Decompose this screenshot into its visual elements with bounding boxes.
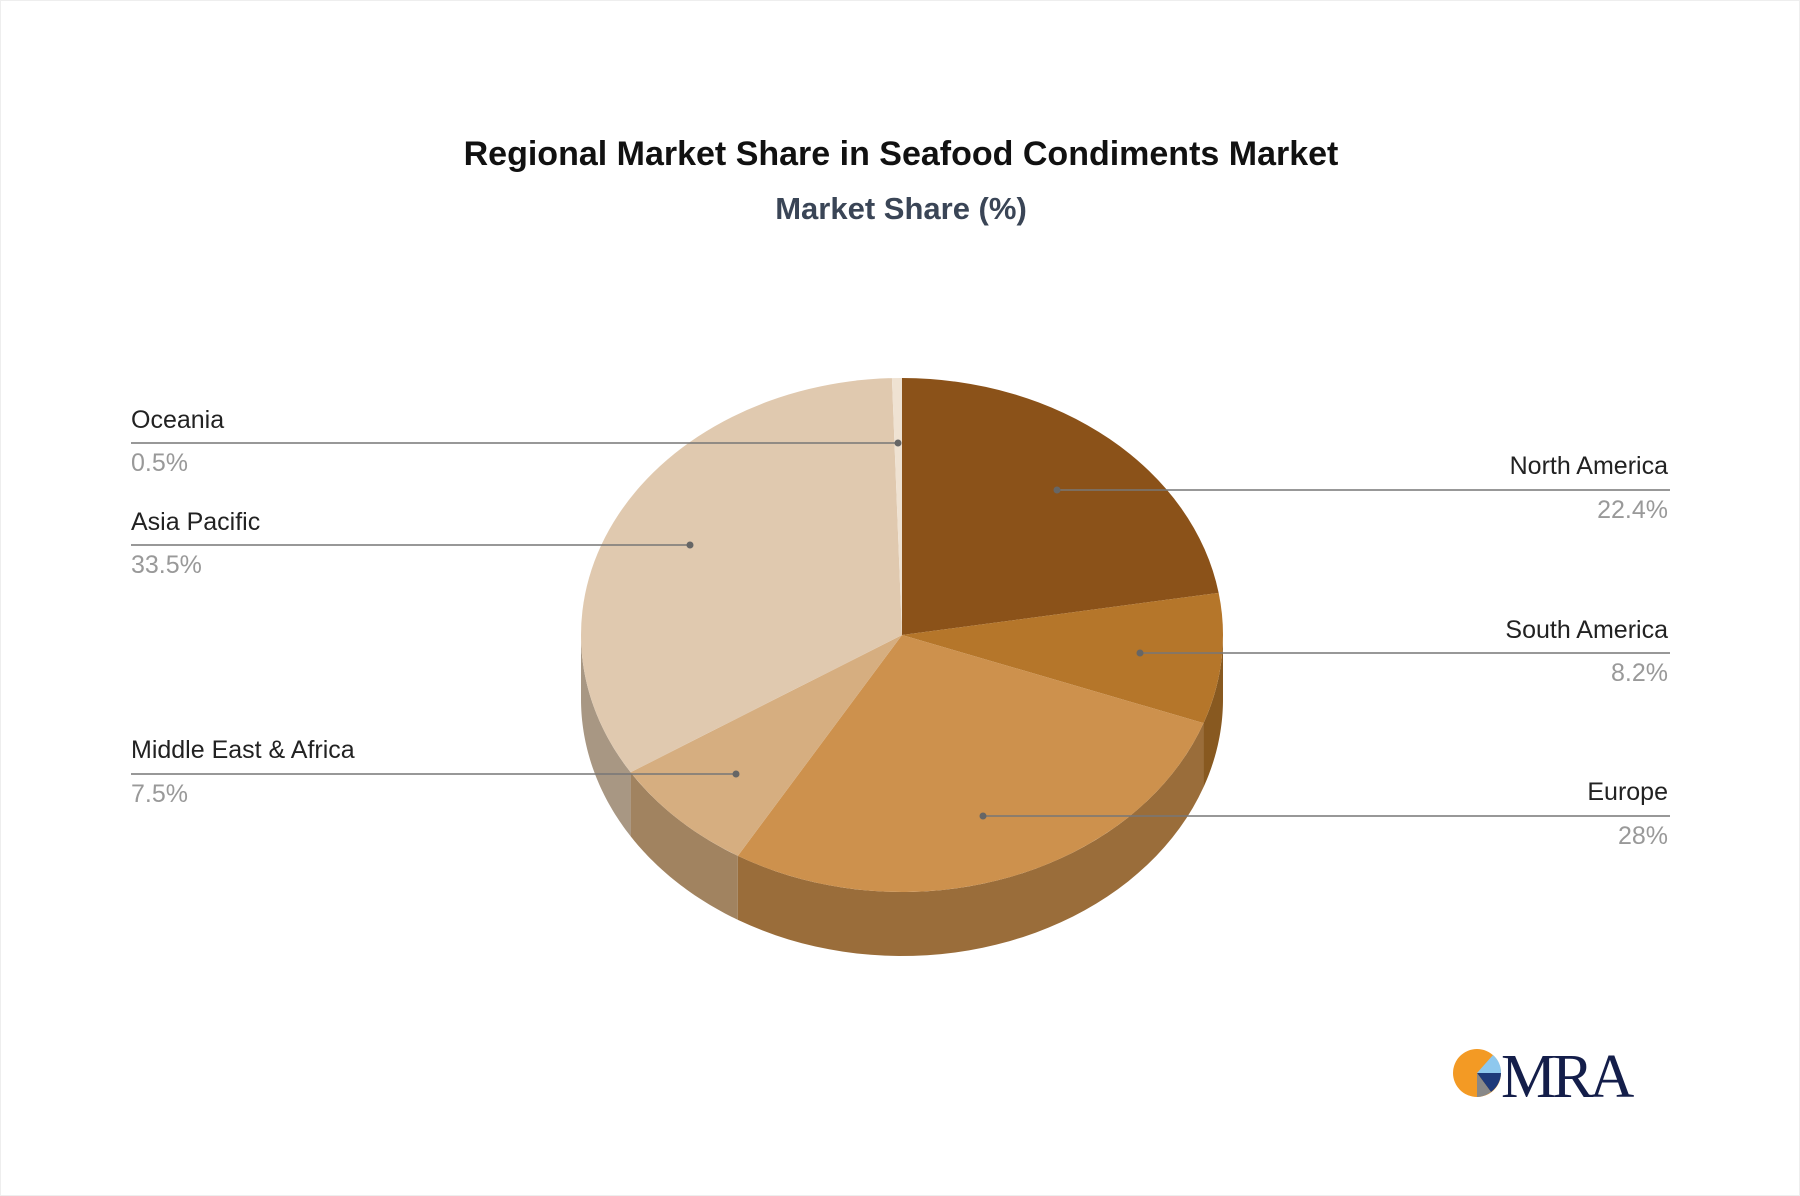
value-asia-pacific: 33.5%: [131, 551, 202, 579]
leader-dot-middle-east-africa: [732, 770, 740, 778]
label-europe: Europe: [1587, 778, 1668, 806]
value-oceania: 0.5%: [131, 449, 188, 477]
pie-slice-south-america: [902, 592, 1223, 724]
value-north-america: 22.4%: [1597, 496, 1668, 524]
chart-subtitle: Market Share (%): [775, 191, 1027, 226]
value-middle-east-africa: 7.5%: [131, 780, 188, 808]
svg-text:MRA: MRA: [1501, 1043, 1634, 1111]
label-north-america: North America: [1509, 452, 1668, 480]
pie-side-south-america: [1203, 635, 1223, 788]
chart-title: Regional Market Share in Seafood Condime…: [463, 135, 1339, 173]
leader-dot-north-america: [1053, 486, 1061, 494]
pie-side-europe: [737, 723, 1204, 956]
label-asia-pacific: Asia Pacific: [131, 508, 261, 536]
pie-slice-europe: [737, 635, 1204, 892]
leader-dot-oceania: [894, 439, 902, 447]
leader-dot-asia-pacific: [686, 541, 694, 549]
pie-slice-asia-pacific: [581, 378, 902, 773]
pie-slice-north-america: [902, 378, 1219, 635]
value-europe: 28%: [1617, 822, 1668, 850]
label-oceania: Oceania: [131, 406, 225, 434]
pie-slice-middle-east-africa: [630, 635, 902, 856]
leader-dot-south-america: [1136, 649, 1144, 657]
pie-side-middle-east-africa: [630, 772, 738, 920]
value-south-america: 8.2%: [1611, 659, 1668, 687]
label-south-america: South America: [1505, 616, 1668, 644]
pie-side-asia-pacific: [581, 635, 631, 837]
mra-logo: MRA: [1453, 1043, 1638, 1111]
label-middle-east-africa: Middle East & Africa: [131, 736, 355, 764]
leader-dot-europe: [979, 812, 987, 820]
